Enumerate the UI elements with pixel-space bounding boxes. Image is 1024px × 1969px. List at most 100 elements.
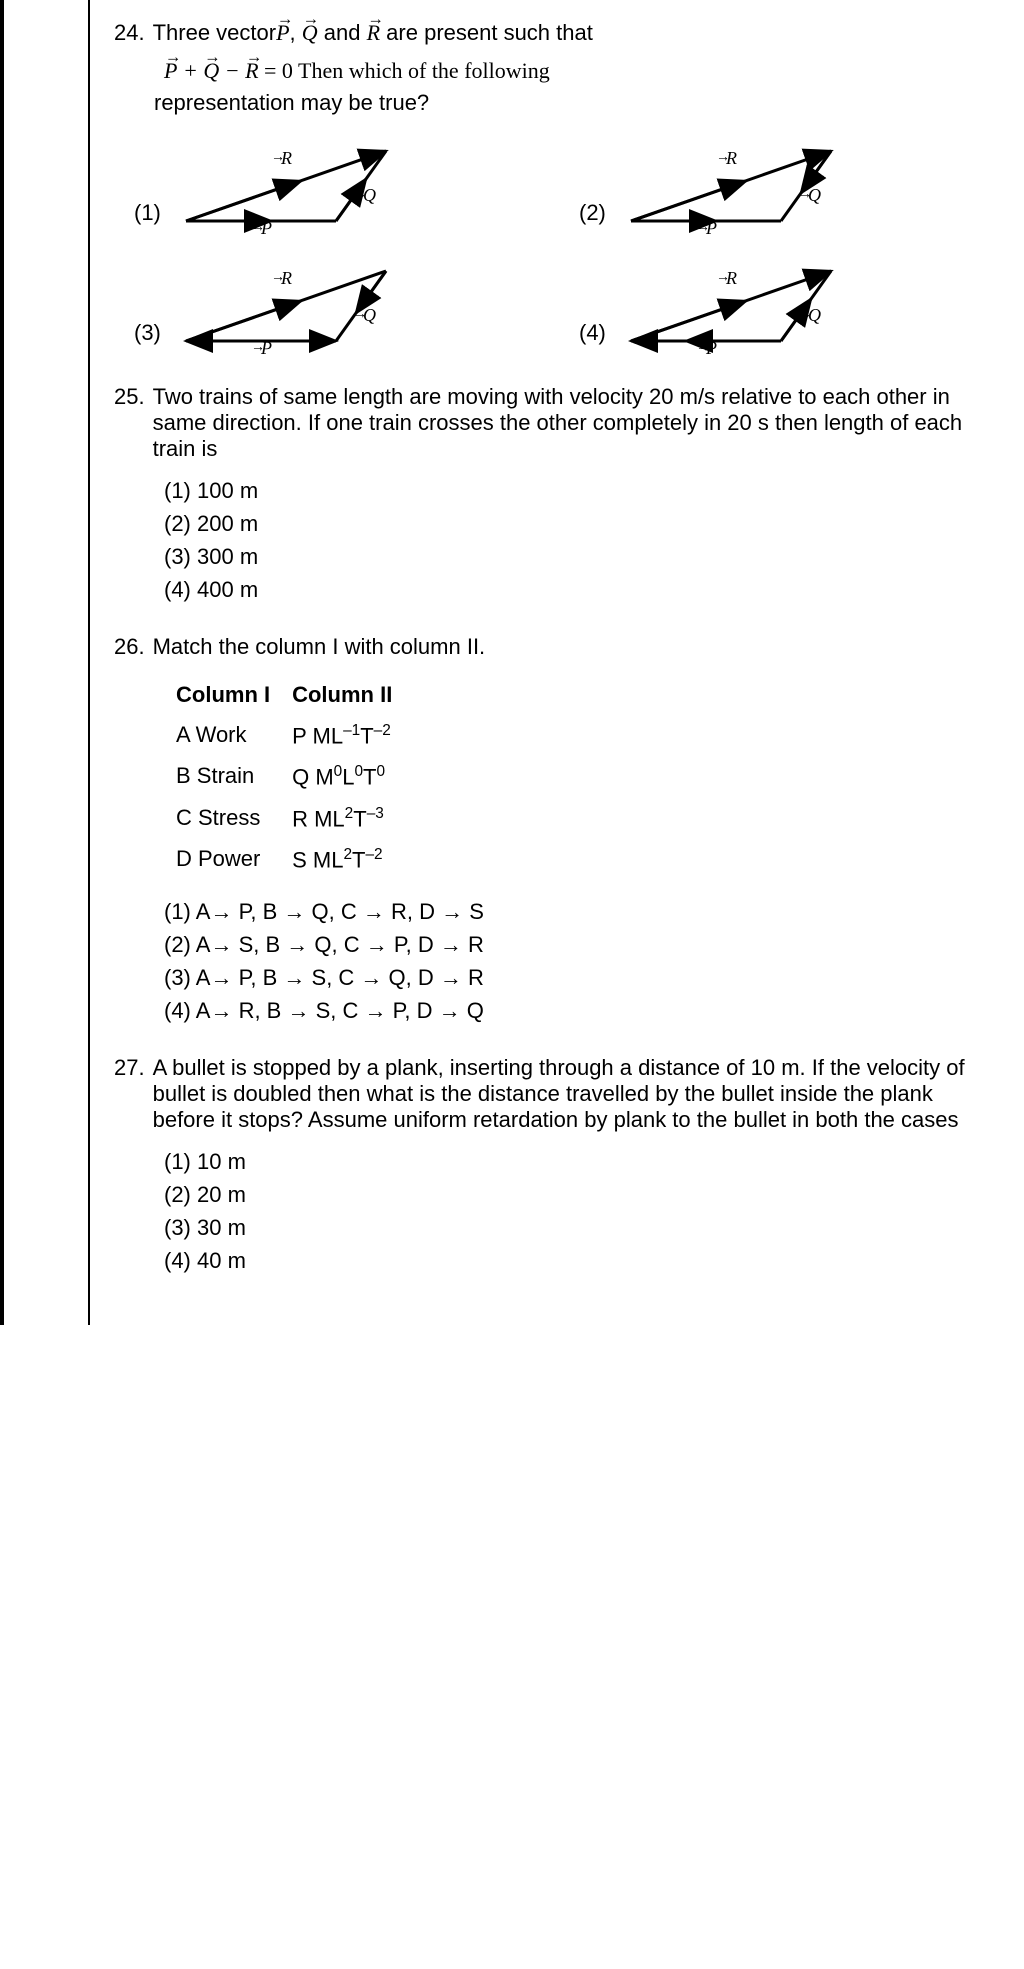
triangle-1-svg: P → Q → R → [171, 136, 401, 236]
tri-1-label: (1) [134, 200, 161, 226]
q26-b-s3: 0 [377, 763, 386, 780]
q26-d-s1: 2 [343, 846, 352, 863]
q27-text: 27. A bullet is stopped by a plank, inse… [114, 1055, 994, 1133]
vec-p: P [276, 20, 289, 46]
q26-c-s1: 2 [345, 805, 354, 822]
svg-text:→: → [716, 268, 730, 284]
q24-eq: P + Q − R = 0 Then which of the followin… [114, 58, 994, 84]
q26-row-b: B Strain Q M0L0T0 [176, 757, 412, 796]
svg-text:→: → [271, 148, 285, 164]
tri-2: (2) P → Q → R → [579, 136, 994, 236]
tri-2-label: (2) [579, 200, 606, 226]
q24-eq2: representation may be true? [114, 90, 994, 116]
q26-d-mid: T [352, 847, 365, 872]
q27-opt3: (3) 30 m [164, 1211, 994, 1244]
q26-a-c1: A Work [176, 716, 290, 755]
q24-intro: Three vectorP, Q and R are present such … [153, 20, 994, 46]
svg-text:→: → [716, 148, 730, 164]
q24-intro-a: Three vector [153, 20, 277, 45]
q26-c-c2: R ML2T–3 [292, 799, 412, 838]
q26-b-pre: Q M [292, 765, 334, 790]
q27-opt1: (1) 10 m [164, 1145, 994, 1178]
triangle-2-svg: P → Q → R → [616, 136, 846, 236]
q25-text: 25. Two trains of same length are moving… [114, 384, 994, 462]
q26-c-pre: R ML [292, 806, 345, 831]
tri-3: (3) P → Q → R → [134, 256, 549, 356]
q26-b-mid2: T [363, 765, 376, 790]
q26-col1-hdr: Column I [176, 676, 290, 714]
q26-c-s2: –3 [367, 805, 384, 822]
q26-d-pre: S ML [292, 847, 343, 872]
question-24: 24. Three vectorP, Q and R are present s… [114, 20, 994, 356]
q26-row-d: D Power S ML2T–2 [176, 840, 412, 879]
q26-b-s1: 0 [334, 763, 343, 780]
vec-p2: P [164, 58, 177, 84]
svg-text:→: → [271, 268, 285, 284]
q26-num: 26. [114, 634, 145, 660]
q24-intro-b: and [318, 20, 367, 45]
svg-text:→: → [798, 185, 812, 201]
q26-b-s2: 0 [354, 763, 363, 780]
svg-text:→: → [353, 305, 367, 321]
q26-d-s2: –2 [365, 846, 382, 863]
question-26: 26. Match the column I with column II. C… [114, 634, 994, 1027]
q25-num: 25. [114, 384, 145, 462]
svg-text:→: → [251, 218, 265, 234]
q26-a-s1: –1 [343, 722, 360, 739]
q26-opt1: (1) A→ P, B → Q, C → R, D → S [164, 895, 994, 928]
q26-row-c: C Stress R ML2T–3 [176, 799, 412, 838]
q26-b-mid: L [342, 765, 354, 790]
q25-opt3: (3) 300 m [164, 540, 994, 573]
q24-num: 24. [114, 20, 145, 46]
q27-num: 27. [114, 1055, 145, 1133]
svg-text:→: → [696, 218, 710, 234]
q24-triangles: (1) P → Q → R → [114, 136, 994, 356]
q26-opt3: (3) A→ P, B → S, C → Q, D → R [164, 961, 994, 994]
tri-3-label: (3) [134, 320, 161, 346]
svg-text:→: → [696, 338, 710, 354]
q26-a-s2: –2 [374, 722, 391, 739]
tri-4-label: (4) [579, 320, 606, 346]
svg-text:→: → [798, 305, 812, 321]
q26-opt2: (2) A→ S, B → Q, C → P, D → R [164, 928, 994, 961]
q27-opts: (1) 10 m (2) 20 m (3) 30 m (4) 40 m [114, 1145, 994, 1277]
q26-b-c2: Q M0L0T0 [292, 757, 412, 796]
tri-4: (4) P → Q → R → [579, 256, 994, 356]
svg-text:→: → [353, 185, 367, 201]
q26-a-mid: T [360, 723, 373, 748]
q24-intro-c: are present such that [380, 20, 593, 45]
vec-q: Q [302, 20, 318, 46]
q24-text: 24. Three vectorP, Q and R are present s… [114, 20, 994, 46]
q26-b-c1: B Strain [176, 757, 290, 796]
vec-r: R [367, 20, 380, 46]
q26-table: Column I Column II A Work P ML–1T–2 B St… [174, 674, 414, 881]
q26-col2-hdr: Column II [292, 676, 412, 714]
svg-text:→: → [251, 338, 265, 354]
q27-opt2: (2) 20 m [164, 1178, 994, 1211]
q25-opts: (1) 100 m (2) 200 m (3) 300 m (4) 400 m [114, 474, 994, 606]
triangle-3-svg: P → Q → R → [171, 256, 401, 356]
q25-body: Two trains of same length are moving wit… [153, 384, 994, 462]
q27-body: A bullet is stopped by a plank, insertin… [153, 1055, 994, 1133]
tri-1: (1) P → Q → R → [134, 136, 549, 236]
vec-q2: Q [203, 58, 219, 84]
q26-row-a: A Work P ML–1T–2 [176, 716, 412, 755]
q26-opts: (1) A→ P, B → Q, C → R, D → S (2) A→ S, … [114, 895, 994, 1027]
triangle-4-svg: P → Q → R → [616, 256, 846, 356]
q25-opt1: (1) 100 m [164, 474, 994, 507]
vec-r2: R [245, 58, 258, 84]
q27-opt4: (4) 40 m [164, 1244, 994, 1277]
q26-body: Match the column I with column II. [153, 634, 994, 660]
q25-opt4: (4) 400 m [164, 573, 994, 606]
q26-a-c2: P ML–1T–2 [292, 716, 412, 755]
question-27: 27. A bullet is stopped by a plank, inse… [114, 1055, 994, 1277]
q26-d-c2: S ML2T–2 [292, 840, 412, 879]
question-25: 25. Two trains of same length are moving… [114, 384, 994, 606]
q26-opt4: (4) A→ R, B → S, C → P, D → Q [164, 994, 994, 1027]
q26-d-c1: D Power [176, 840, 290, 879]
q26-c-c1: C Stress [176, 799, 290, 838]
q24-eq-end: = 0 Then which of the following [259, 58, 550, 83]
q25-opt2: (2) 200 m [164, 507, 994, 540]
q26-c-mid: T [353, 806, 366, 831]
q26-text: 26. Match the column I with column II. [114, 634, 994, 660]
